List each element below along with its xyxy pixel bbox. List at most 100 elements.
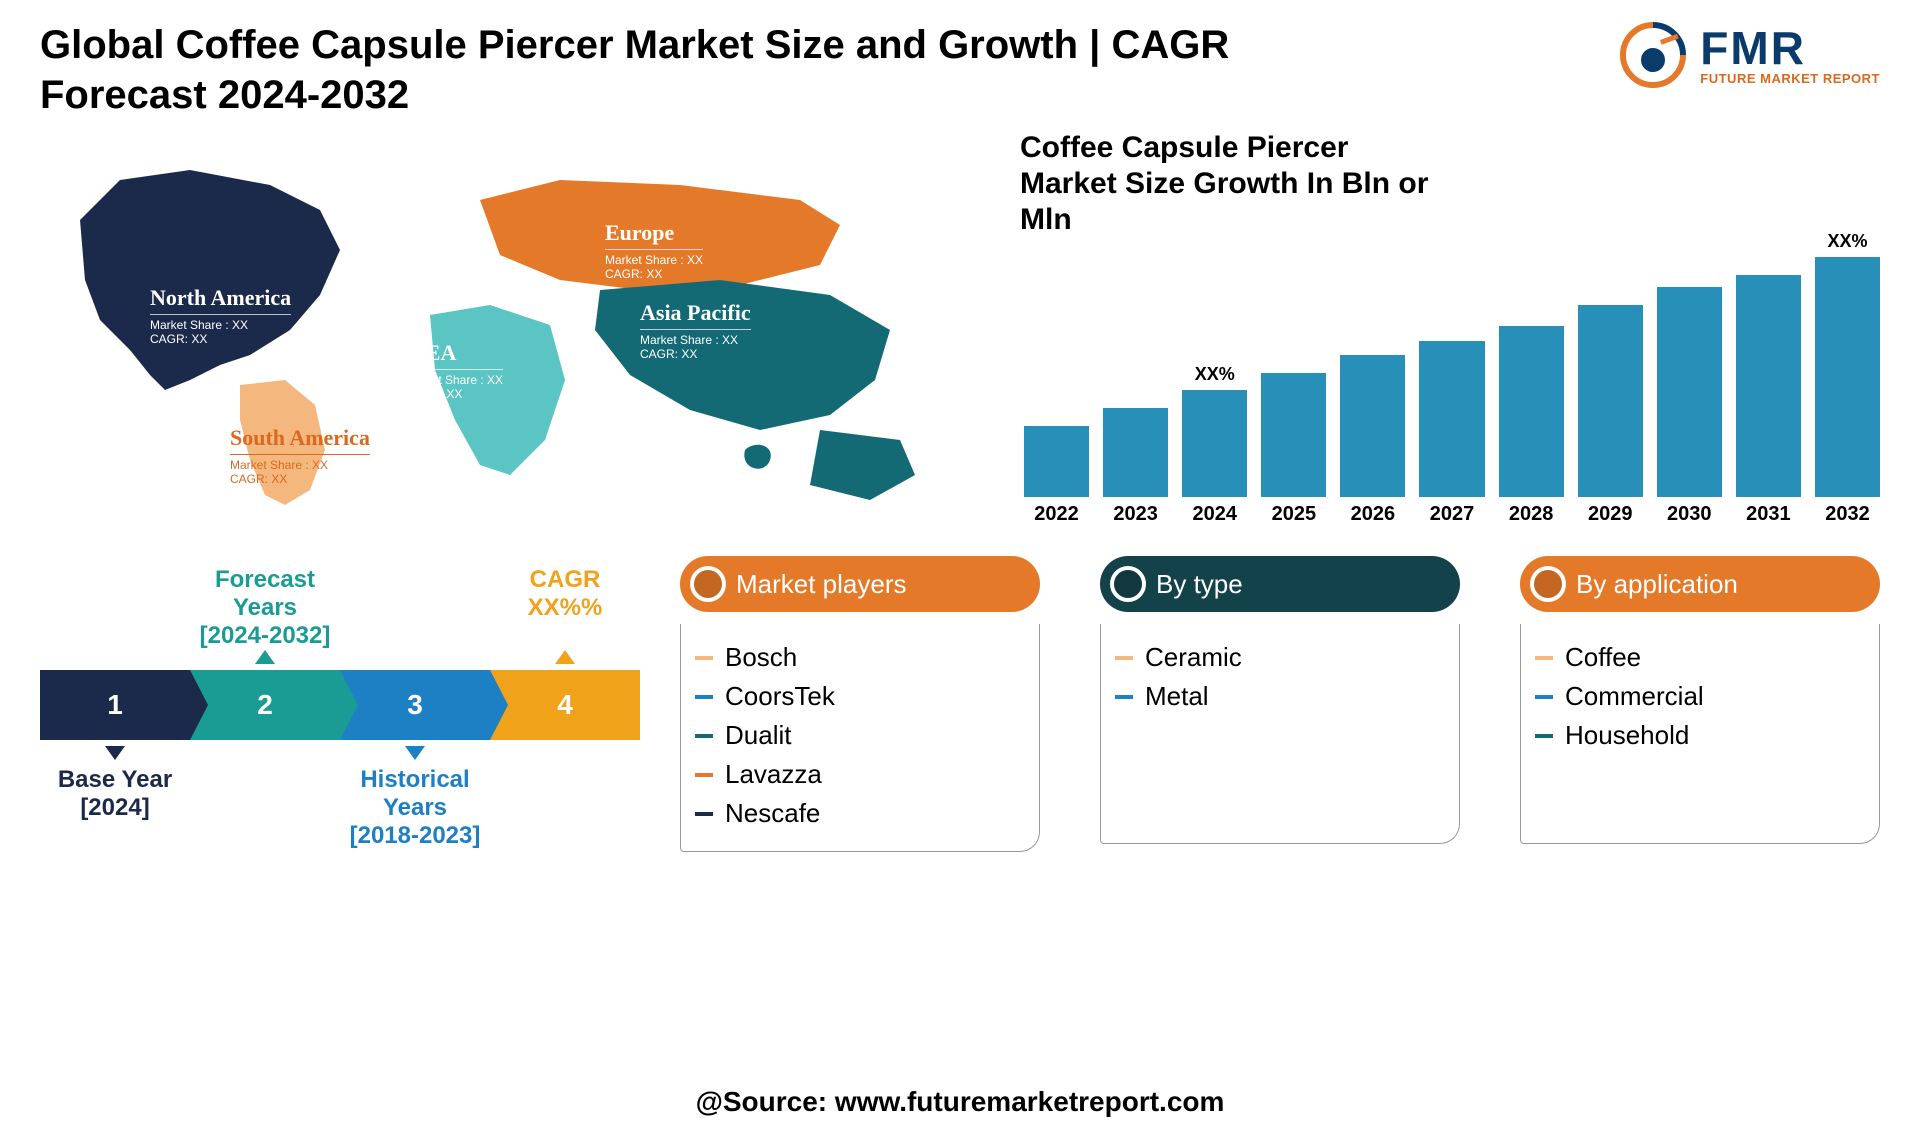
bar <box>1182 390 1247 497</box>
bar-column: 2025 <box>1261 373 1326 526</box>
region-share: Market Share : XX <box>640 333 751 347</box>
source-attribution: @Source: www.futuremarketreport.com <box>0 1086 1920 1118</box>
base-year-label: Base Year <box>40 766 190 794</box>
arrow-up-icon <box>555 650 575 664</box>
bar <box>1419 341 1484 497</box>
bar <box>1736 275 1801 497</box>
map-region-label: MEAMarket Share : XXCAGR: XX <box>405 340 503 401</box>
bullet-icon <box>695 773 713 777</box>
list-item-label: Metal <box>1145 681 1209 712</box>
brand-logo: FMR FUTURE MARKET REPORT <box>1618 20 1880 90</box>
list-item: Metal <box>1115 677 1445 716</box>
world-map: North AmericaMarket Share : XXCAGR: XXSo… <box>40 130 960 510</box>
bar <box>1815 257 1880 497</box>
region-share: Market Share : XX <box>405 373 503 387</box>
bar-x-label: 2031 <box>1746 503 1791 526</box>
bullet-icon <box>1535 695 1553 699</box>
timeline-step: 3 <box>340 670 490 740</box>
bar-chart-title: Coffee Capsule Piercer Market Size Growt… <box>1020 130 1440 238</box>
timeline-step: 4 <box>490 670 640 740</box>
region-name: North America <box>150 285 291 311</box>
bullet-icon <box>695 812 713 816</box>
logo-text-sub: FUTURE MARKET REPORT <box>1700 71 1880 86</box>
bullet-icon <box>1535 656 1553 660</box>
bar <box>1024 426 1089 497</box>
region-cagr: CAGR: XX <box>605 267 703 281</box>
pillar-list: BoschCoorsTekDualitLavazzaNescafe <box>680 624 1040 852</box>
bar-column: 2027 <box>1419 341 1484 526</box>
map-region-label: North America Market Share : XXCAGR: XX <box>150 285 291 346</box>
bar-column: 2028 <box>1499 326 1564 526</box>
region-cagr: CAGR: XX <box>230 472 370 486</box>
map-region-label: Asia Pacific Market Share : XXCAGR: XX <box>640 300 751 361</box>
pill-dot-icon <box>690 566 726 602</box>
bar-annotation: XX% <box>1195 364 1235 385</box>
bar-x-label: 2029 <box>1588 503 1633 526</box>
region-share: Market Share : XX <box>230 458 370 472</box>
list-item: Commercial <box>1535 677 1865 716</box>
region-cagr: CAGR: XX <box>405 387 503 401</box>
bar-x-label: 2025 <box>1272 503 1317 526</box>
bar-column: 2029 <box>1578 305 1643 526</box>
region-cagr: CAGR: XX <box>640 347 751 361</box>
list-item-label: CoorsTek <box>725 681 835 712</box>
bar-column: 2030 <box>1657 287 1722 526</box>
bar-column: 2023 <box>1103 408 1168 526</box>
timeline-step: 2 <box>190 670 340 740</box>
pillar-list: CeramicMetal <box>1100 624 1460 844</box>
list-item: Dualit <box>695 716 1025 755</box>
bullet-icon <box>1115 656 1133 660</box>
category-pillar: By application Coffee Commercial Household <box>1520 556 1880 852</box>
bar-x-label: 2022 <box>1034 503 1079 526</box>
pillar-title: By type <box>1156 569 1243 600</box>
bar-column: 2026 <box>1340 355 1405 526</box>
pillar-title: Market players <box>736 569 907 600</box>
bar-x-label: 2027 <box>1430 503 1475 526</box>
bar <box>1340 355 1405 497</box>
bar-x-label: 2032 <box>1825 503 1870 526</box>
list-item: Bosch <box>695 638 1025 677</box>
bar-x-label: 2023 <box>1113 503 1158 526</box>
bullet-icon <box>695 656 713 660</box>
bullet-icon <box>695 734 713 738</box>
bullet-icon <box>1535 734 1553 738</box>
bullet-icon <box>695 695 713 699</box>
region-name: Europe <box>605 220 703 246</box>
bar-column: XX%2024 <box>1182 390 1247 526</box>
bar <box>1578 305 1643 497</box>
list-item: Household <box>1535 716 1865 755</box>
pillar-list: Coffee Commercial Household <box>1520 624 1880 844</box>
timeline-block: Forecast Years [2024-2032] CAGR XX%% 123… <box>40 556 640 850</box>
bullet-icon <box>1115 695 1133 699</box>
pillar-title: By application <box>1576 569 1738 600</box>
pill-dot-icon <box>1530 566 1566 602</box>
map-region-label: Europe Market Share : XXCAGR: XX <box>605 220 703 281</box>
region-name: Asia Pacific <box>640 300 751 326</box>
list-item: Lavazza <box>695 755 1025 794</box>
bar-x-label: 2030 <box>1667 503 1712 526</box>
bar <box>1499 326 1564 497</box>
list-item: Coffee <box>1535 638 1865 677</box>
region-share: Market Share : XX <box>605 253 703 267</box>
historical-years-label: Historical Years <box>340 766 490 822</box>
bar-x-label: 2028 <box>1509 503 1554 526</box>
list-item-label: Bosch <box>725 642 797 673</box>
map-region-label: South America Market Share : XXCAGR: XX <box>230 425 370 486</box>
bar-chart: 2022 2023 XX%2024 2025 2026 2027 2028 2029 2030 2… <box>1020 246 1880 526</box>
bar-column: 2022 <box>1024 426 1089 526</box>
pillar-header: Market players <box>680 556 1040 612</box>
region-cagr: CAGR: XX <box>150 332 291 346</box>
bar-annotation: XX% <box>1827 231 1867 252</box>
list-item-label: Commercial <box>1565 681 1704 712</box>
arrow-down-icon <box>405 746 425 760</box>
timeline-step: 1 <box>40 670 190 740</box>
region-share: Market Share : XX <box>150 318 291 332</box>
category-pillar: By type CeramicMetal <box>1100 556 1460 852</box>
cagr-value: XX%% <box>490 594 640 622</box>
logo-text-main: FMR <box>1700 25 1880 71</box>
bar-column: XX%2032 <box>1815 257 1880 526</box>
logo-icon <box>1618 20 1688 90</box>
arrow-down-icon <box>105 746 125 760</box>
region-name: South America <box>230 425 370 451</box>
list-item-label: Household <box>1565 720 1689 751</box>
